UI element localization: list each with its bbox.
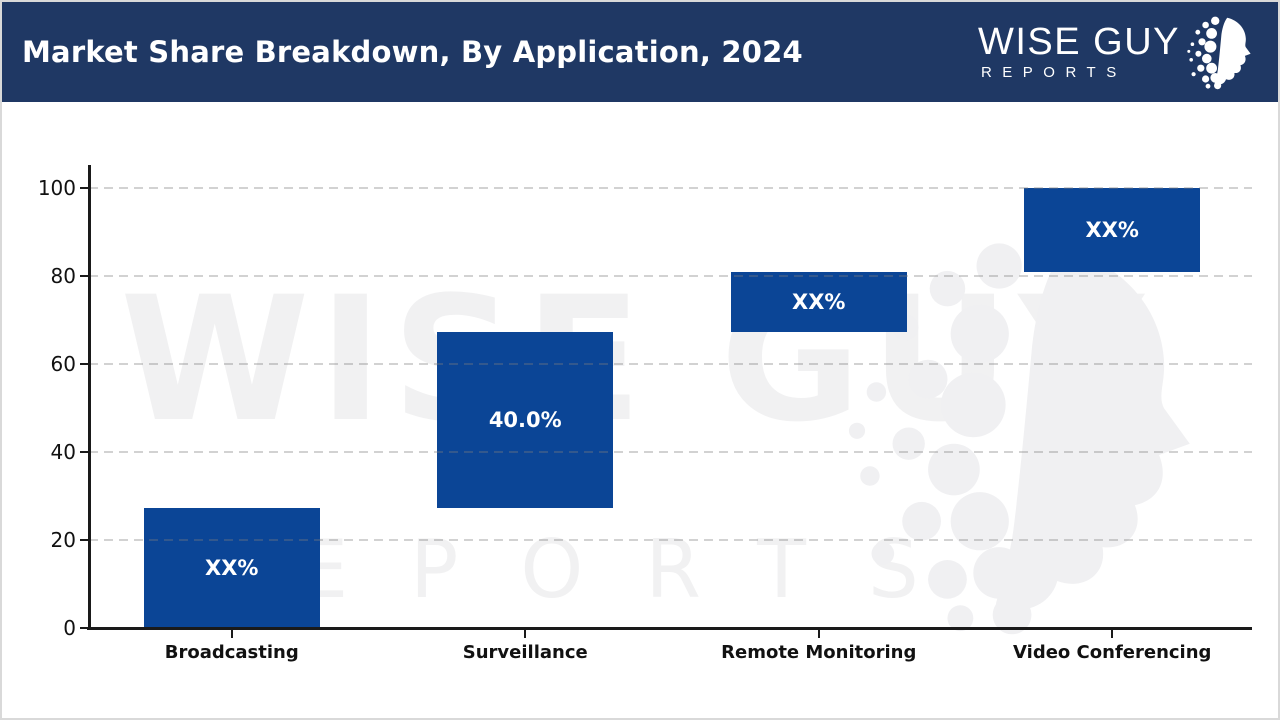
bar-value-label-surveillance: 40.0% — [488, 407, 562, 432]
y-tick-label: 20 — [50, 528, 76, 552]
gridline-40 — [89, 451, 1252, 453]
bar-remote-monitoring — [730, 271, 907, 332]
x-category-label-remote-monitoring: Remote Monitoring — [721, 642, 917, 663]
y-axis-line — [88, 165, 91, 630]
chart-title: Market Share Breakdown, By Application, … — [22, 35, 803, 69]
y-tick-mark — [80, 451, 89, 453]
y-tick-mark — [80, 187, 89, 189]
x-category-label-surveillance: Surveillance — [462, 642, 588, 663]
bar-value-label-remote-monitoring: XX% — [792, 289, 846, 314]
x-category-label-video-conferencing: Video Conferencing — [1013, 642, 1212, 663]
y-tick-label: 80 — [50, 264, 76, 288]
gridline-100 — [89, 187, 1252, 189]
bar-value-label-broadcasting: XX% — [205, 555, 259, 580]
x-axis-line — [87, 627, 1252, 630]
gridline-80 — [89, 275, 1252, 277]
bar-broadcasting — [143, 507, 320, 628]
x-tick-mark — [1111, 630, 1114, 638]
y-tick-label: 100 — [37, 176, 76, 200]
y-tick-label: 60 — [50, 352, 76, 376]
x-tick-mark — [817, 630, 820, 638]
head-logo-icon — [1187, 16, 1251, 90]
gridline-20 — [89, 539, 1252, 541]
y-tick-label: 40 — [50, 440, 76, 464]
bar-surveillance — [437, 331, 614, 508]
y-tick-mark — [80, 363, 89, 365]
brand-logo-text: WISE GUY REPORTS — [977, 21, 1180, 81]
bar-value-label-video-conferencing: XX% — [1085, 217, 1139, 242]
x-tick-mark — [230, 630, 233, 638]
y-tick-mark — [80, 539, 89, 541]
x-category-label-broadcasting: Broadcasting — [164, 642, 299, 663]
y-tick-label: 0 — [63, 616, 76, 640]
header-bar: Market Share Breakdown, By Application, … — [2, 2, 1278, 102]
brand-logo: WISE GUY REPORTS — [978, 10, 1256, 94]
x-tick-mark — [524, 630, 527, 638]
y-tick-mark — [80, 627, 89, 629]
gridline-60 — [89, 363, 1252, 365]
brand-subname: REPORTS — [980, 63, 1127, 81]
y-tick-mark — [80, 275, 89, 277]
brand-name: WISE GUY — [977, 21, 1180, 64]
